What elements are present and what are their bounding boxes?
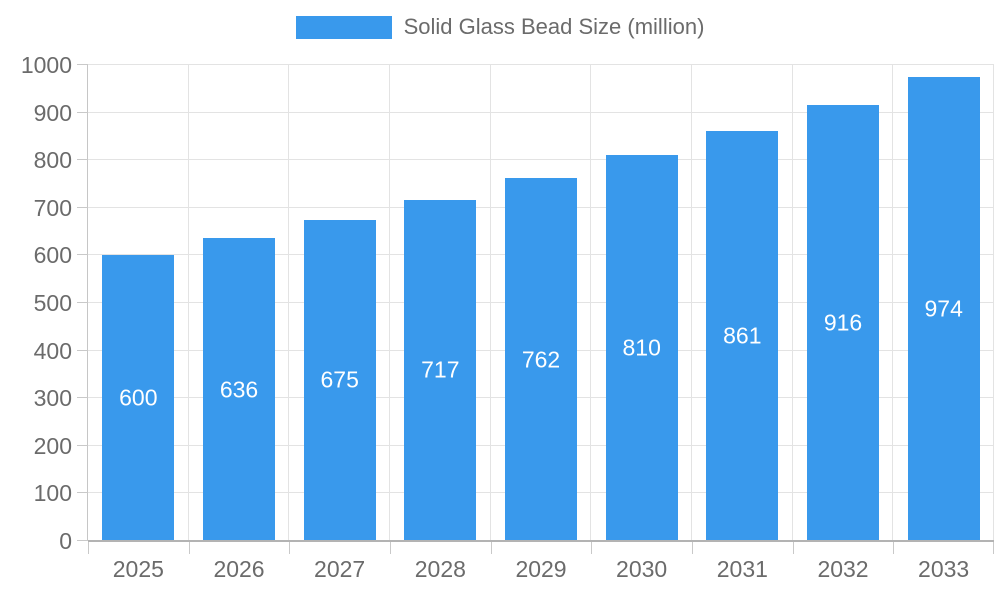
y-axis-label-500: 500 [33,290,72,316]
y-axis-line [87,65,88,541]
gridline-x-boundary-7 [791,65,793,541]
gridline-x-boundary-9 [993,65,994,541]
bar-2025[interactable]: 600 [102,255,175,541]
x-tick-6 [692,542,693,554]
gridline-x-boundary-5 [590,65,592,541]
x-axis-label-2027: 2027 [314,556,366,582]
y-axis-label-200: 200 [33,432,72,459]
y-tick-700 [77,206,88,208]
x-axis-label-2033: 2033 [918,556,970,582]
bar-2026[interactable]: 636 [203,238,275,541]
x-tick-7 [792,542,794,554]
bar-2027[interactable]: 675 [303,219,376,541]
plot-area: 600 636 675 717 762 810 861 916 974 [88,64,994,541]
y-tick-100 [77,492,88,494]
y-tick-600 [77,254,88,256]
gridline-x-boundary-3 [389,65,390,541]
x-tick-8 [893,542,895,554]
bar-value-label-2031: 861 [723,322,762,349]
bar-value-label-2033: 974 [924,295,963,322]
y-tick-1000 [77,64,88,65]
legend-swatch-icon [295,15,392,39]
x-tick-9 [993,542,994,554]
bar-2033[interactable]: 974 [907,77,980,541]
x-axis-label-2029: 2029 [515,556,567,582]
x-tick-5 [591,542,593,554]
legend-label: Solid Glass Bead Size (million) [403,14,705,39]
bar-value-label-2030: 810 [622,334,661,361]
x-tick-1 [188,542,190,554]
gridline-x-boundary-8 [892,65,894,541]
y-tick-900 [77,111,88,113]
gridline-y-900 [88,111,994,113]
gridline-x-boundary-1 [187,65,189,541]
y-axis-label-700: 700 [33,194,72,221]
gridline-x-boundary-2 [288,65,290,541]
legend[interactable]: Solid Glass Bead Size (million) [0,14,1000,40]
y-tick-500 [77,302,88,303]
bar-2028[interactable]: 717 [404,199,477,541]
y-tick-200 [77,444,88,446]
y-axis-label-100: 100 [33,480,72,507]
bar-2032[interactable]: 916 [807,105,879,541]
bar-value-label-2027: 675 [320,366,359,393]
x-axis-label-2028: 2028 [414,556,466,582]
gridline-x-boundary-6 [691,65,692,541]
y-axis-label-400: 400 [33,337,72,364]
y-axis-label-600: 600 [33,242,72,269]
x-axis-line [88,540,994,542]
bar-2031[interactable]: 861 [706,131,779,541]
y-axis-label-800: 800 [33,147,72,174]
bar-2029[interactable]: 762 [505,178,577,541]
x-axis-label-2032: 2032 [817,556,869,582]
gridline-y-1000 [88,64,994,65]
bar-value-label-2026: 636 [219,376,259,403]
y-axis-label-900: 900 [33,99,72,126]
x-tick-0 [88,542,89,554]
y-axis-label-300: 300 [33,385,72,412]
y-tick-400 [77,349,88,351]
y-tick-800 [77,159,88,161]
x-axis-label-2026: 2026 [213,556,265,582]
x-tick-2 [289,542,291,554]
x-axis-label-2025: 2025 [112,556,164,582]
bar-value-label-2029: 762 [521,346,561,373]
y-tick-0 [77,540,88,541]
x-axis-label-2031: 2031 [716,556,768,582]
x-tick-4 [490,542,492,554]
bar-value-label-2032: 916 [823,309,863,336]
bar-value-label-2025: 600 [119,384,158,411]
x-axis-label-2030: 2030 [616,556,668,582]
y-axis-label-0: 0 [59,528,72,554]
gridline-x-boundary-4 [489,65,491,541]
y-tick-300 [77,397,88,399]
y-axis-label-1000: 1000 [20,52,72,78]
gridline-y-800 [88,159,994,161]
bar-2030[interactable]: 810 [605,155,678,541]
bar-value-label-2028: 717 [421,356,460,383]
x-tick-3 [390,542,391,554]
